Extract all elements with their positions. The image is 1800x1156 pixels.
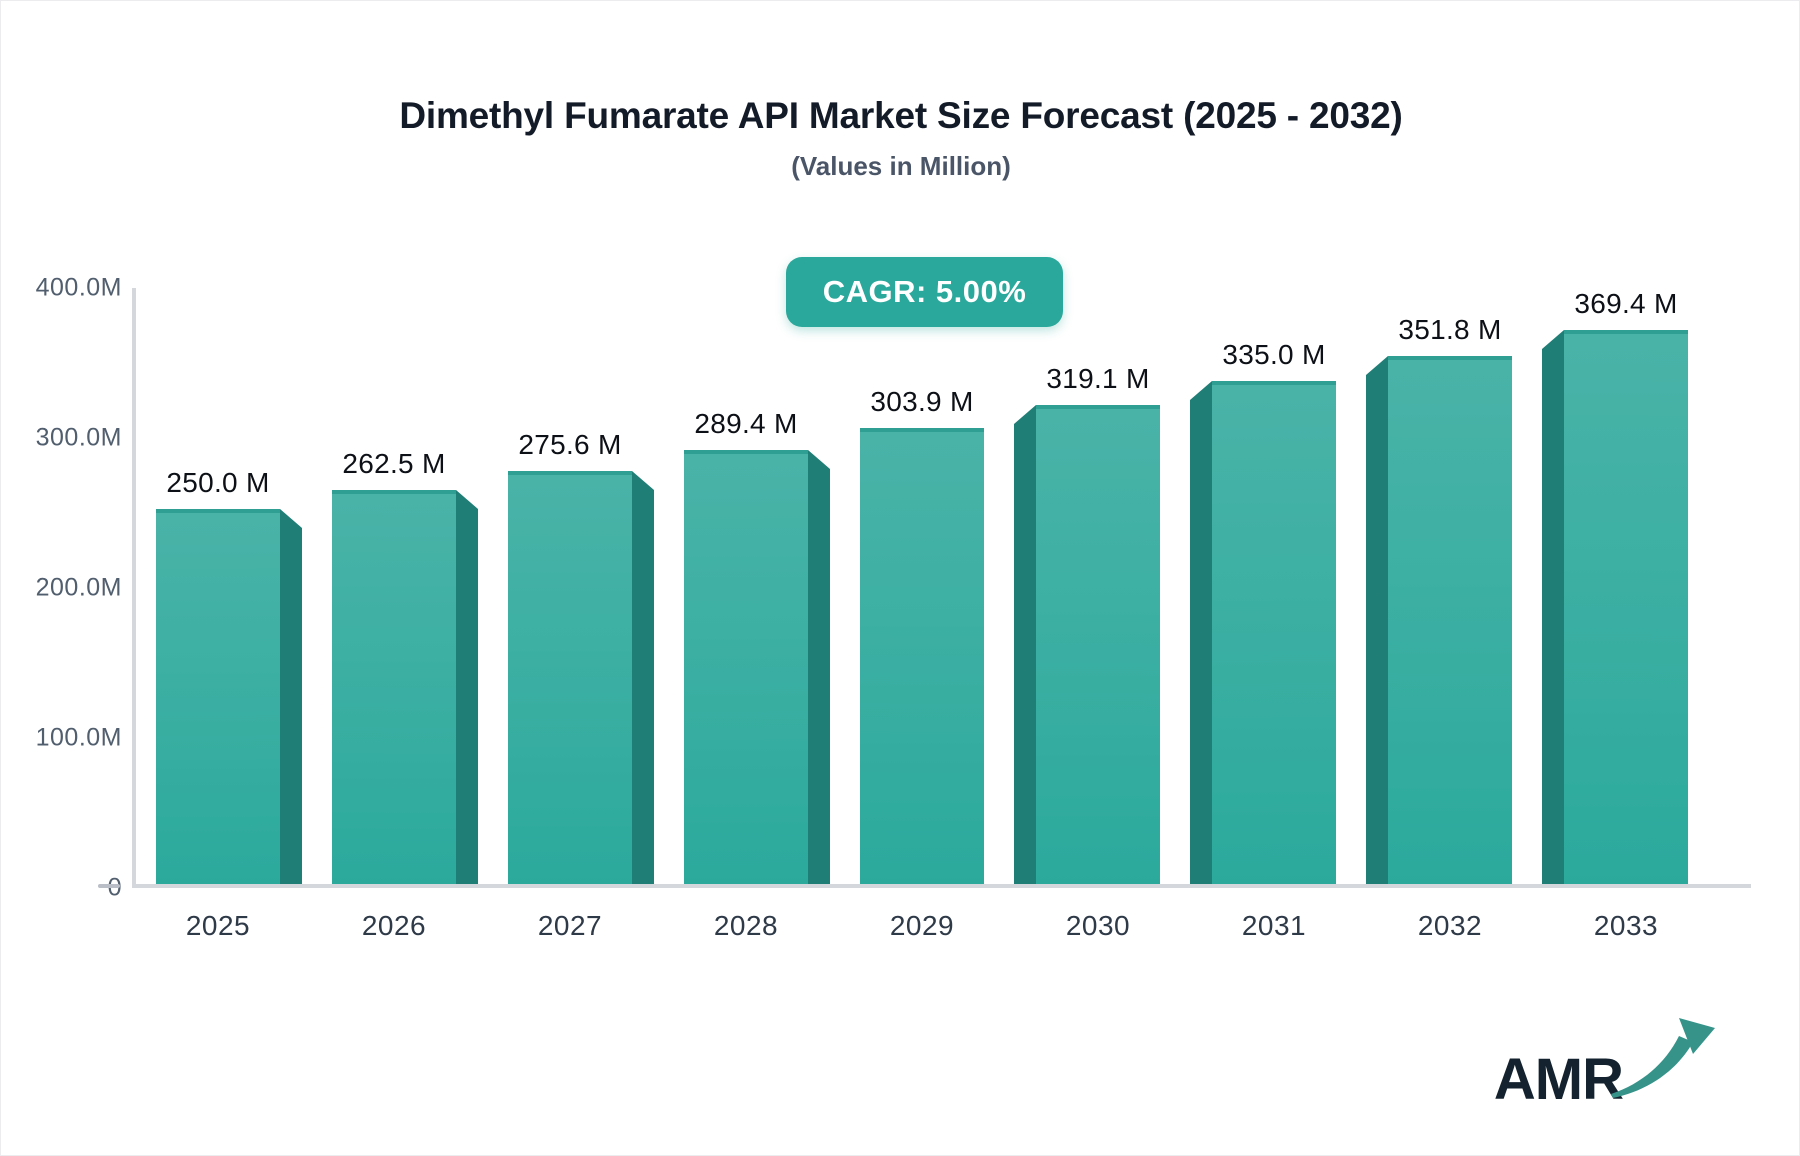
y-axis-tick-label: 0 — [12, 874, 122, 903]
bar-value-label: 335.0 M — [1222, 339, 1326, 370]
bar-face — [860, 428, 984, 884]
bar-side-3d — [1366, 356, 1388, 884]
bar-group-2032: 351.8 M 2032 — [1366, 314, 1512, 941]
x-axis-category-label: 2027 — [537, 910, 603, 941]
chart-subtitle: (Values in Million) — [791, 151, 1011, 181]
bar-value-label: 369.4 M — [1574, 288, 1678, 319]
x-axis-category-label: 2030 — [1065, 910, 1131, 941]
bar-side-3d — [808, 450, 830, 884]
x-axis-category-label: 2028 — [713, 910, 779, 941]
bar-face — [332, 490, 456, 884]
bar-face — [156, 509, 280, 884]
x-axis-category-label: 2032 — [1417, 910, 1483, 941]
bar-group-2027: 275.6 M 2027 — [508, 429, 654, 941]
bar-value-label: 351.8 M — [1398, 314, 1502, 345]
bar-group-2030: 319.1 M 2030 — [1014, 363, 1160, 941]
x-axis-category-label: 2029 — [889, 910, 955, 941]
bar-group-2029: 303.9 M 2029 — [860, 386, 984, 941]
bar-group-2028: 289.4 M 2028 — [684, 408, 830, 941]
bar-side-3d — [1542, 330, 1564, 884]
growth-arrow-head — [1679, 1018, 1715, 1054]
x-axis-category-label: 2031 — [1241, 910, 1307, 941]
x-axis-category-label: 2026 — [361, 910, 427, 941]
y-axis-tick-label: 300.0M — [35, 423, 122, 452]
y-axis-tick-label: 400.0M — [35, 273, 122, 302]
bar-side-3d — [632, 471, 654, 884]
bar-value-label: 275.6 M — [518, 429, 622, 460]
bar-side-3d — [456, 490, 478, 884]
bar-group-2025: 250.0 M 2025 — [156, 467, 302, 941]
y-axis-tick-label: 200.0M — [35, 573, 122, 602]
bar-side-3d — [1190, 381, 1212, 884]
bar-face — [1564, 330, 1688, 884]
x-axis-category-label: 2033 — [1593, 910, 1659, 941]
y-axis-tick-label: 100.0M — [35, 723, 122, 752]
bar-face — [684, 450, 808, 884]
bar-value-label: 319.1 M — [1046, 363, 1150, 394]
x-axis-category-label: 2025 — [185, 910, 251, 941]
growth-arrow-swoosh — [1611, 1036, 1693, 1098]
bar-face — [508, 471, 632, 884]
bar-group-2026: 262.5 M 2026 — [332, 448, 478, 941]
growth-arrow-icon — [1609, 1016, 1721, 1107]
bar-group-2031: 335.0 M 2031 — [1190, 339, 1336, 941]
zero-tick-mark — [98, 884, 120, 888]
bar-value-label: 250.0 M — [166, 467, 270, 498]
amr-logo-text: AMR — [1493, 1047, 1624, 1112]
amr-logo: AMR — [1494, 1016, 1721, 1109]
bar-face — [1036, 405, 1160, 884]
bar-side-3d — [280, 509, 302, 884]
bar-face — [1388, 356, 1512, 884]
bar-face — [1212, 381, 1336, 884]
bar-side-3d — [1014, 405, 1036, 884]
bar-group-2033: 369.4 M 2033 — [1542, 288, 1688, 941]
cagr-badge: CAGR: 5.00% — [786, 257, 1063, 327]
bar-value-label: 262.5 M — [342, 448, 446, 479]
bar-value-label: 289.4 M — [694, 408, 798, 439]
bar-value-label: 303.9 M — [870, 386, 974, 417]
chart-title: Dimethyl Fumarate API Market Size Foreca… — [399, 95, 1403, 136]
